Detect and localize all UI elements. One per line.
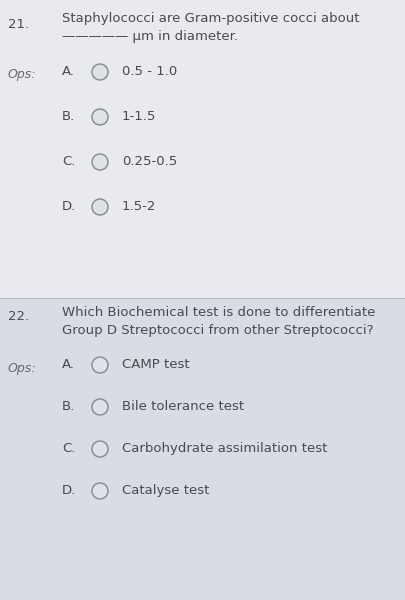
Circle shape xyxy=(92,154,108,170)
Text: D.: D. xyxy=(62,484,76,497)
Circle shape xyxy=(92,483,108,499)
Text: Carbohydrate assimilation test: Carbohydrate assimilation test xyxy=(122,442,326,455)
Text: Which Biochemical test is done to differentiate: Which Biochemical test is done to differ… xyxy=(62,306,375,319)
Bar xyxy=(0,298,405,600)
Circle shape xyxy=(92,357,108,373)
Text: B.: B. xyxy=(62,400,75,413)
Circle shape xyxy=(92,64,108,80)
Text: C.: C. xyxy=(62,442,75,455)
Text: 21.: 21. xyxy=(8,18,29,31)
Text: Catalyse test: Catalyse test xyxy=(122,484,209,497)
Text: Group D Streptococci from other Streptococci?: Group D Streptococci from other Streptoc… xyxy=(62,324,373,337)
Text: Staphylococci are Gram-positive cocci about: Staphylococci are Gram-positive cocci ab… xyxy=(62,12,358,25)
Text: Bile tolerance test: Bile tolerance test xyxy=(122,400,243,413)
Text: 1-1.5: 1-1.5 xyxy=(122,110,156,123)
Circle shape xyxy=(92,399,108,415)
Text: D.: D. xyxy=(62,200,76,213)
Circle shape xyxy=(92,199,108,215)
Circle shape xyxy=(92,109,108,125)
Text: 0.5 - 1.0: 0.5 - 1.0 xyxy=(122,65,177,78)
Text: Ops:: Ops: xyxy=(8,68,36,81)
Circle shape xyxy=(92,441,108,457)
Text: Ops:: Ops: xyxy=(8,362,36,375)
Text: C.: C. xyxy=(62,155,75,168)
Text: A.: A. xyxy=(62,358,75,371)
Text: B.: B. xyxy=(62,110,75,123)
Text: A.: A. xyxy=(62,65,75,78)
Text: 22.: 22. xyxy=(8,310,29,323)
Bar xyxy=(0,0,405,298)
Text: CAMP test: CAMP test xyxy=(122,358,189,371)
Text: 1.5-2: 1.5-2 xyxy=(122,200,156,213)
Text: ————— μm in diameter.: ————— μm in diameter. xyxy=(62,30,237,43)
Text: 0.25-0.5: 0.25-0.5 xyxy=(122,155,177,168)
